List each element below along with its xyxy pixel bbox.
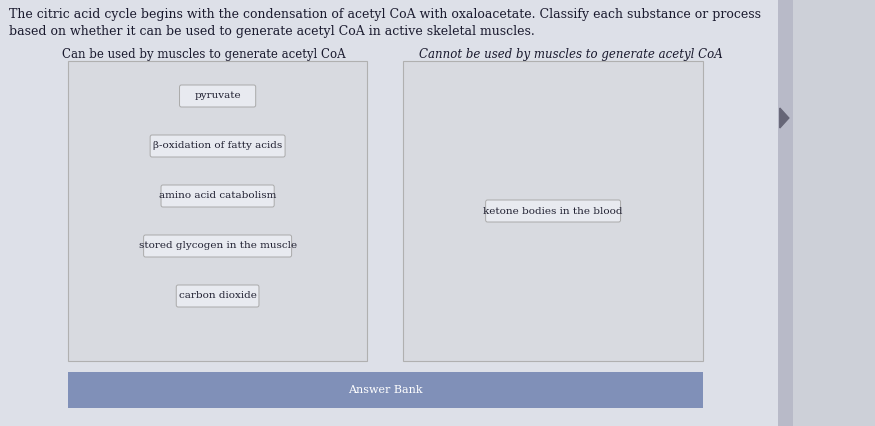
Polygon shape bbox=[780, 108, 789, 128]
Text: stored glycogen in the muscle: stored glycogen in the muscle bbox=[138, 242, 297, 250]
FancyBboxPatch shape bbox=[403, 61, 703, 361]
Text: β-oxidation of fatty acids: β-oxidation of fatty acids bbox=[153, 141, 283, 150]
Text: The citric acid cycle begins with the condensation of acetyl CoA with oxaloaceta: The citric acid cycle begins with the co… bbox=[9, 8, 761, 38]
FancyBboxPatch shape bbox=[68, 372, 703, 408]
FancyBboxPatch shape bbox=[161, 185, 274, 207]
FancyBboxPatch shape bbox=[179, 85, 256, 107]
FancyBboxPatch shape bbox=[68, 61, 368, 361]
Text: Can be used by muscles to generate acetyl CoA: Can be used by muscles to generate acety… bbox=[62, 48, 346, 61]
FancyBboxPatch shape bbox=[176, 285, 259, 307]
Text: amino acid catabolism: amino acid catabolism bbox=[159, 192, 276, 201]
Text: Cannot be used by muscles to generate acetyl CoA: Cannot be used by muscles to generate ac… bbox=[419, 48, 723, 61]
Text: pyruvate: pyruvate bbox=[194, 92, 241, 101]
FancyBboxPatch shape bbox=[144, 235, 291, 257]
FancyBboxPatch shape bbox=[0, 0, 778, 426]
Text: carbon dioxide: carbon dioxide bbox=[178, 291, 256, 300]
FancyBboxPatch shape bbox=[150, 135, 285, 157]
Text: Answer Bank: Answer Bank bbox=[348, 385, 423, 395]
FancyBboxPatch shape bbox=[486, 200, 620, 222]
Text: ketone bodies in the blood: ketone bodies in the blood bbox=[483, 207, 623, 216]
FancyBboxPatch shape bbox=[778, 0, 794, 426]
